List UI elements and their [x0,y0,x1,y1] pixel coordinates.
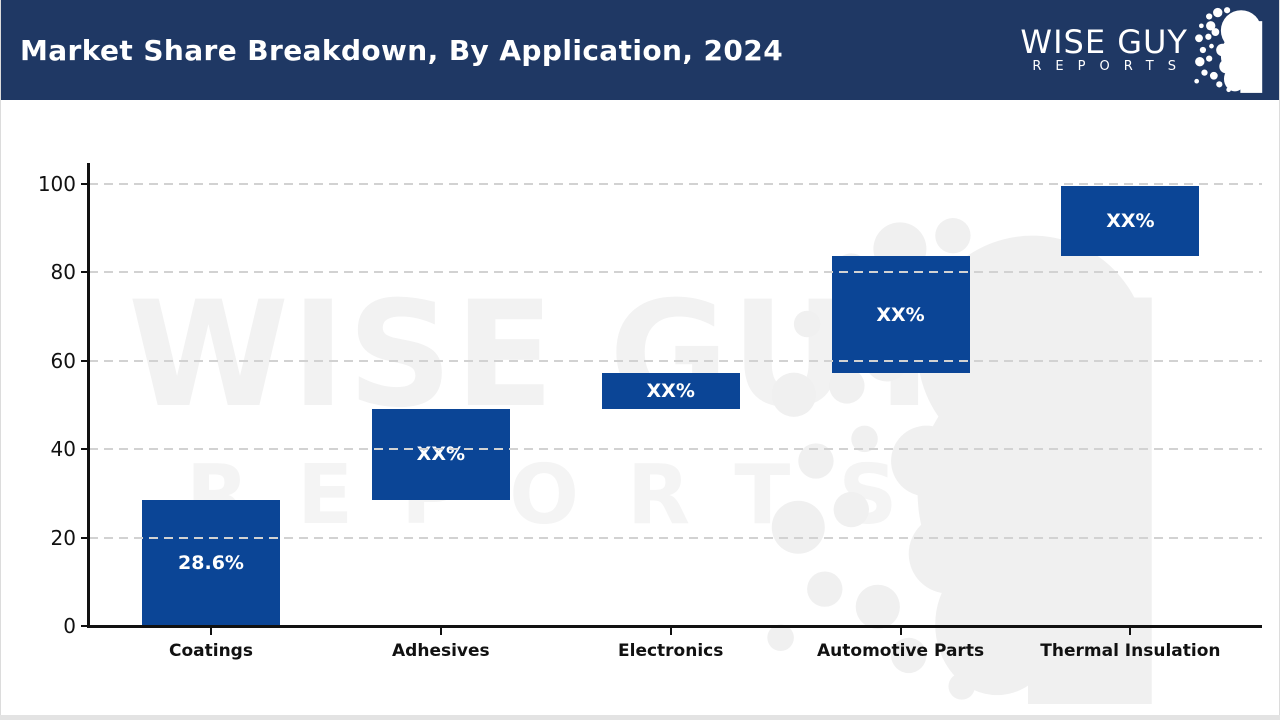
y-axis-tick-label: 0 [63,614,76,638]
bar-value-label: XX% [416,443,466,466]
logo-face-icon [1194,7,1263,93]
bar-electronics: XX% [601,373,740,410]
bar-value-label: XX% [876,303,925,326]
y-tick-mark [81,448,89,451]
gridline-40 [89,448,1262,451]
chart-title: Market Share Breakdown, By Application, … [20,33,784,67]
gridline-60 [89,359,1262,362]
bar-adhesives: XX% [371,409,510,500]
watermark-wiseguy-text: WISE GUY [128,270,960,440]
y-axis-spine [87,163,90,628]
x-tick-mark [899,628,902,635]
bar-coatings: 28.6% [142,499,280,626]
bar-automotive-parts: XX% [831,256,970,374]
x-axis-label-thermal-insulation: Thermal Insulation [1040,641,1221,661]
gridline-80 [89,271,1262,274]
y-tick-mark [81,359,89,362]
y-axis-tick-label: 60 [50,348,76,373]
x-tick-mark [210,628,212,635]
y-axis-tick-label: 100 [37,172,76,196]
gridline-20 [89,536,1262,539]
gridline-100 [89,183,1262,185]
y-tick-mark [81,536,89,539]
x-tick-mark [669,628,672,635]
bar-value-label: 28.6% [178,551,244,574]
x-axis-label-automotive-parts: Automotive Parts [817,641,985,661]
wise-guy-reports-logo: WISE GUY REPORTS [1018,7,1280,93]
bar-value-label: XX% [1106,210,1155,233]
x-axis-spine [87,625,1262,628]
y-axis-tick-label: 20 [50,525,76,550]
logo-reports-text: REPORTS [1032,59,1190,74]
bar-value-label: XX% [646,380,695,403]
header-bar: Market Share Breakdown, By Application, … [0,0,1280,100]
x-tick-mark [439,628,442,635]
x-tick-mark [1129,628,1132,635]
y-tick-mark [81,625,89,627]
logo-wiseguy-text: WISE GUY [1020,23,1188,61]
watermark-face-icon [767,218,1152,704]
y-tick-mark [81,271,89,274]
y-axis-tick-label: 40 [50,437,76,462]
bar-thermal-insulation: XX% [1061,186,1200,257]
x-axis-label-adhesives: Adhesives [392,641,490,661]
y-tick-mark [81,183,89,185]
bottom-edge-strip [0,715,1280,720]
x-axis-label-coatings: Coatings [169,641,253,661]
y-axis-tick-label: 80 [50,260,76,285]
x-axis-label-electronics: Electronics [618,641,724,661]
